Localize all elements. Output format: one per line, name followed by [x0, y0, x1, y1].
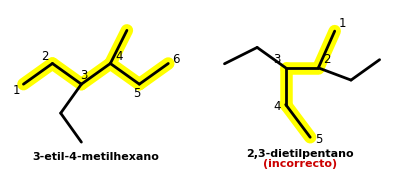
Text: 3-etil-4-metilhexano: 3-etil-4-metilhexano — [32, 152, 159, 162]
Text: 2,3-dietilpentano: 2,3-dietilpentano — [246, 149, 354, 159]
Text: 4: 4 — [116, 50, 123, 63]
Text: 1: 1 — [12, 84, 20, 97]
Text: 3: 3 — [273, 53, 280, 66]
Text: 2: 2 — [41, 50, 49, 63]
Text: 1: 1 — [338, 17, 346, 30]
Text: 3: 3 — [80, 69, 88, 82]
Text: 5: 5 — [134, 87, 141, 100]
Text: 6: 6 — [172, 53, 180, 66]
Text: (incorrecto): (incorrecto) — [263, 159, 337, 169]
Text: 2: 2 — [324, 53, 331, 66]
Text: 5: 5 — [316, 133, 323, 146]
Text: 4: 4 — [273, 100, 280, 113]
